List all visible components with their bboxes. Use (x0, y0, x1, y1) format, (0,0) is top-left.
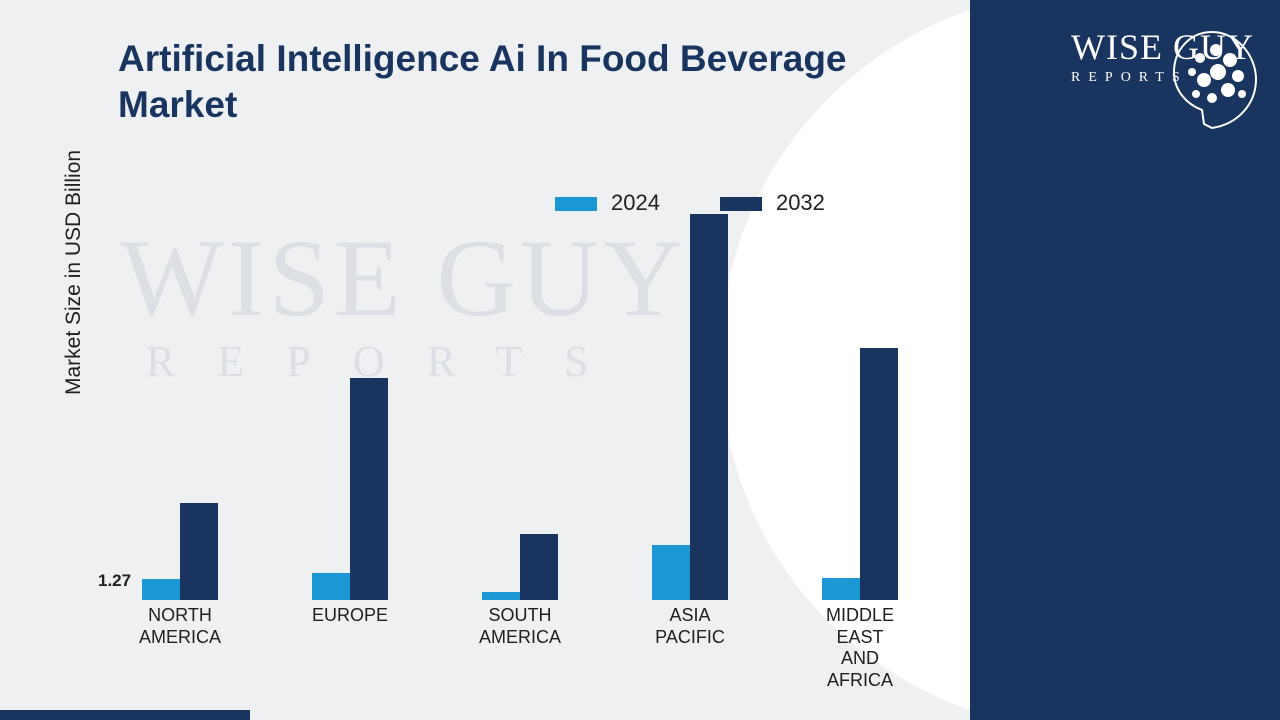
x-tick-label: NORTHAMERICA (100, 605, 260, 648)
bar-pair (800, 348, 920, 600)
x-tick-label: ASIAPACIFIC (610, 605, 770, 648)
bar-pair (630, 214, 750, 600)
bar-2032 (520, 534, 558, 600)
value-label: 1.27 (98, 571, 131, 591)
x-tick-label: SOUTHAMERICA (440, 605, 600, 648)
bar-2024 (822, 578, 860, 600)
x-tick-label: EUROPE (270, 605, 430, 627)
y-axis-label: Market Size in USD Billion (62, 150, 86, 395)
bar-2032 (350, 378, 388, 600)
bar-pair (460, 534, 580, 600)
bar-2024 (482, 592, 520, 600)
bottom-stripe (0, 710, 250, 720)
bar-2024 (142, 579, 180, 600)
bar-2032 (180, 503, 218, 600)
bar-pair (290, 378, 410, 600)
x-tick-label: MIDDLEEASTANDAFRICA (780, 605, 940, 691)
chart-canvas: WISE GUY REPORTS WISE GUY REPORTS Artifi… (0, 0, 1280, 720)
bar-2024 (652, 545, 690, 600)
chart-title: Artificial Intelligence Ai In Food Bever… (118, 36, 878, 129)
bar-2032 (690, 214, 728, 600)
brand-head-icon (1152, 24, 1262, 134)
chart-plot-area: 1.27 (120, 180, 980, 600)
bar-pair (120, 503, 240, 600)
bar-2024 (312, 573, 350, 600)
bar-2032 (860, 348, 898, 600)
